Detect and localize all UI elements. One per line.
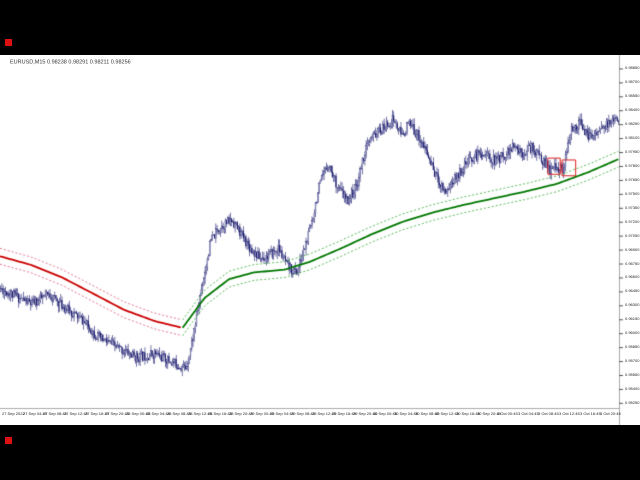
chart-window: EURUSD,M15 0.98238 0.98291 0.98211 0.982… <box>0 55 640 425</box>
chart-symbol-title: EURUSD,M15 0.98238 0.98291 0.98211 0.982… <box>10 59 131 66</box>
price-chart-canvas[interactable] <box>0 55 640 425</box>
top-letterbox <box>0 0 640 55</box>
red-marker-bottom-icon <box>5 437 12 444</box>
red-marker-top-icon <box>5 39 12 46</box>
bottom-letterbox <box>0 425 640 480</box>
